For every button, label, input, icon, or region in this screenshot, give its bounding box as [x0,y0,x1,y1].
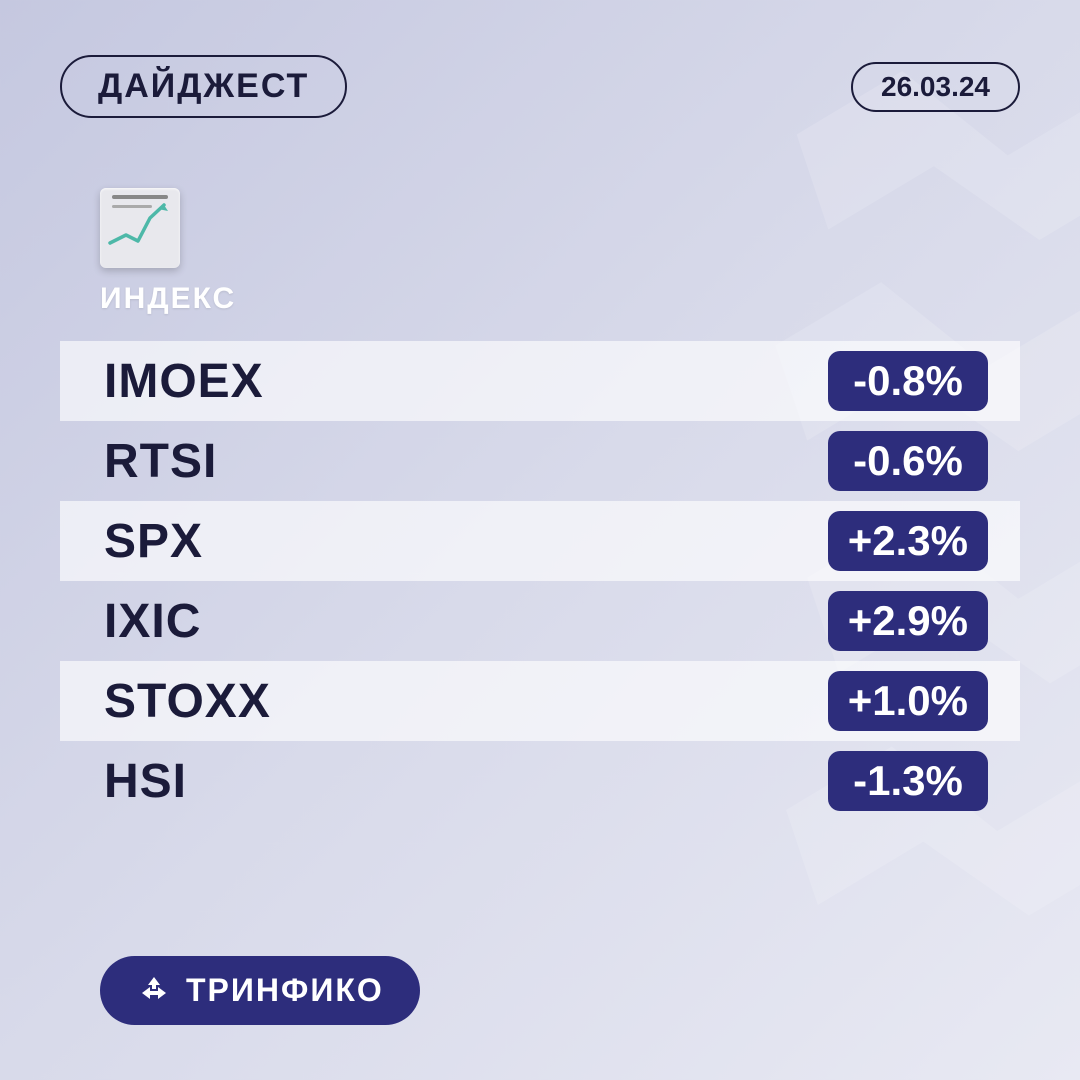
brand-pill: ТРИНФИКО [100,956,420,1025]
index-row: RTSI -0.6% [60,421,1020,501]
recycle-icon [136,973,172,1009]
header: ДАЙДЖЕСТ 26.03.24 [60,55,1020,118]
index-name: SPX [104,514,203,569]
index-name: IMOEX [104,354,264,409]
index-row: HSI -1.3% [60,741,1020,821]
section-label: ИНДЕКС [100,282,1020,316]
index-row: SPX +2.3% [60,501,1020,581]
index-value: +1.0% [828,671,988,731]
digest-pill: ДАЙДЖЕСТ [60,55,347,118]
date-text: 26.03.24 [881,71,990,102]
index-row: IXIC +2.9% [60,581,1020,661]
date-pill: 26.03.24 [851,62,1020,112]
index-name: IXIC [104,594,201,649]
index-value: +2.9% [828,591,988,651]
digest-label: ДАЙДЖЕСТ [98,67,309,105]
index-name: HSI [104,754,187,809]
index-list: IMOEX -0.8% RTSI -0.6% SPX +2.3% IXIC +2… [60,341,1020,821]
index-row: STOXX +1.0% [60,661,1020,741]
brand-name: ТРИНФИКО [186,972,384,1009]
index-name: STOXX [104,674,271,729]
chart-icon [100,188,180,268]
index-row: IMOEX -0.8% [60,341,1020,421]
index-value: -0.8% [828,351,988,411]
index-value: -0.6% [828,431,988,491]
section-header: ИНДЕКС [60,188,1020,316]
index-value: +2.3% [828,511,988,571]
index-name: RTSI [104,434,217,489]
footer: ТРИНФИКО [100,956,420,1025]
index-value: -1.3% [828,751,988,811]
